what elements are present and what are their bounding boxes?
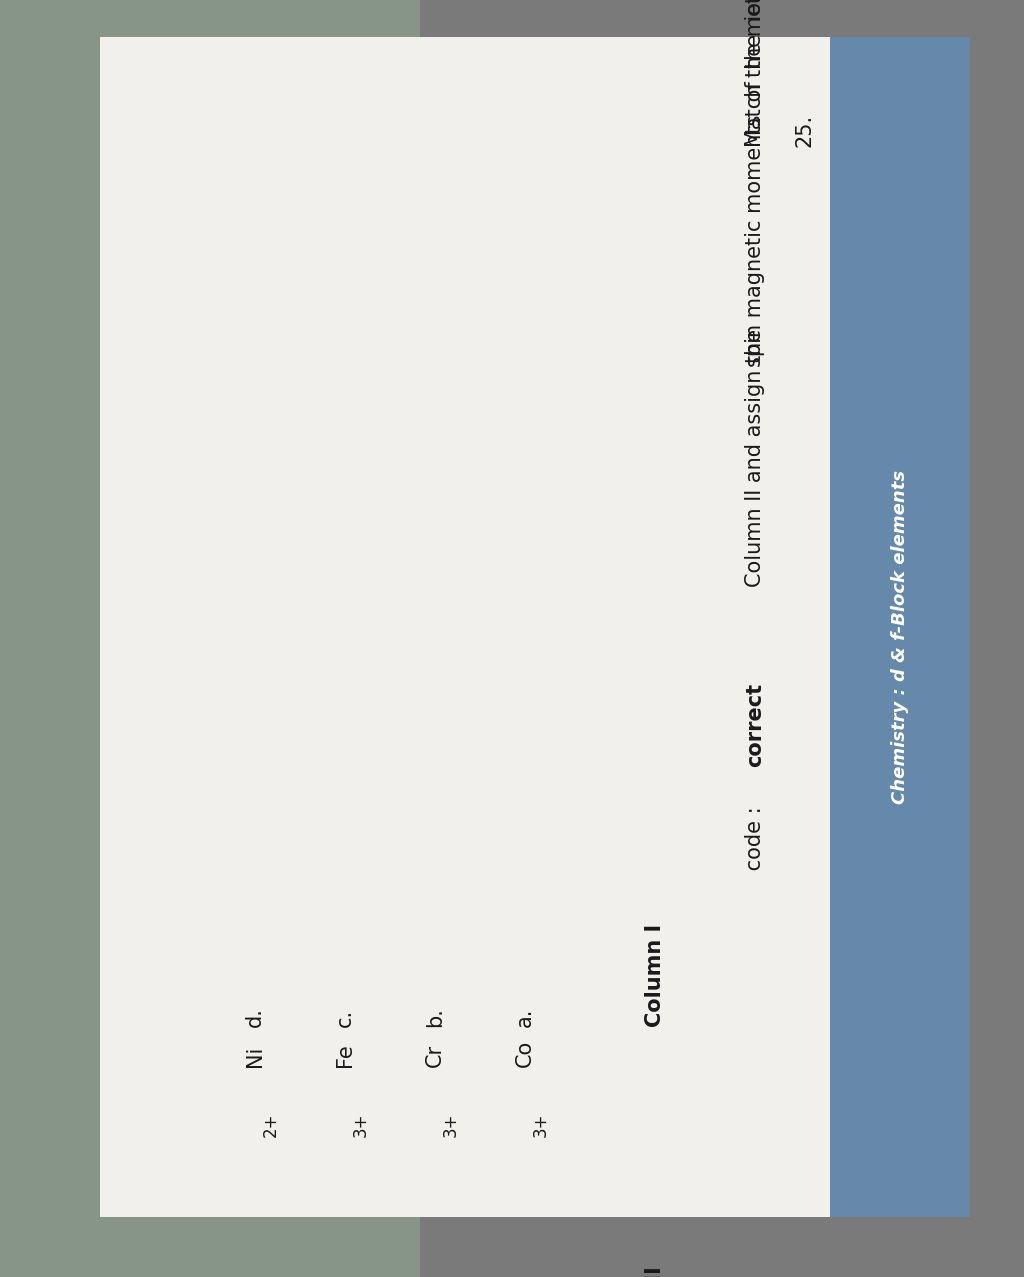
Text: Column II: Column II xyxy=(645,1267,665,1277)
Text: 25.: 25. xyxy=(795,114,815,147)
Text: Column I: Column I xyxy=(645,923,665,1027)
Text: c.: c. xyxy=(335,1009,355,1027)
Text: Ni: Ni xyxy=(245,1046,265,1068)
Text: Cr: Cr xyxy=(425,1043,445,1068)
Text: d.: d. xyxy=(245,1008,265,1027)
Text: 3+: 3+ xyxy=(352,1112,370,1137)
Text: b.: b. xyxy=(425,1008,445,1027)
Text: Fe: Fe xyxy=(335,1043,355,1068)
Bar xyxy=(0,0,420,1277)
Text: Match the metal ions given in Column I with the: Match the metal ions given in Column I w… xyxy=(745,0,765,147)
Text: 3+: 3+ xyxy=(532,1112,550,1137)
Text: Co: Co xyxy=(515,1039,535,1068)
Text: Column II and assign the: Column II and assign the xyxy=(745,322,765,587)
Text: 3+: 3+ xyxy=(442,1112,460,1137)
Bar xyxy=(830,37,970,1217)
Text: a.: a. xyxy=(515,1008,535,1027)
Text: code :: code : xyxy=(745,806,765,877)
Text: spin magnetic moments  of  the  ions  given  in: spin magnetic moments of the ions given … xyxy=(745,0,765,366)
Text: 2+: 2+ xyxy=(262,1112,280,1137)
Text: correct: correct xyxy=(745,683,765,767)
Text: Chemistry : d & f-Block elements: Chemistry : d & f-Block elements xyxy=(891,470,909,805)
Bar xyxy=(100,37,970,1217)
